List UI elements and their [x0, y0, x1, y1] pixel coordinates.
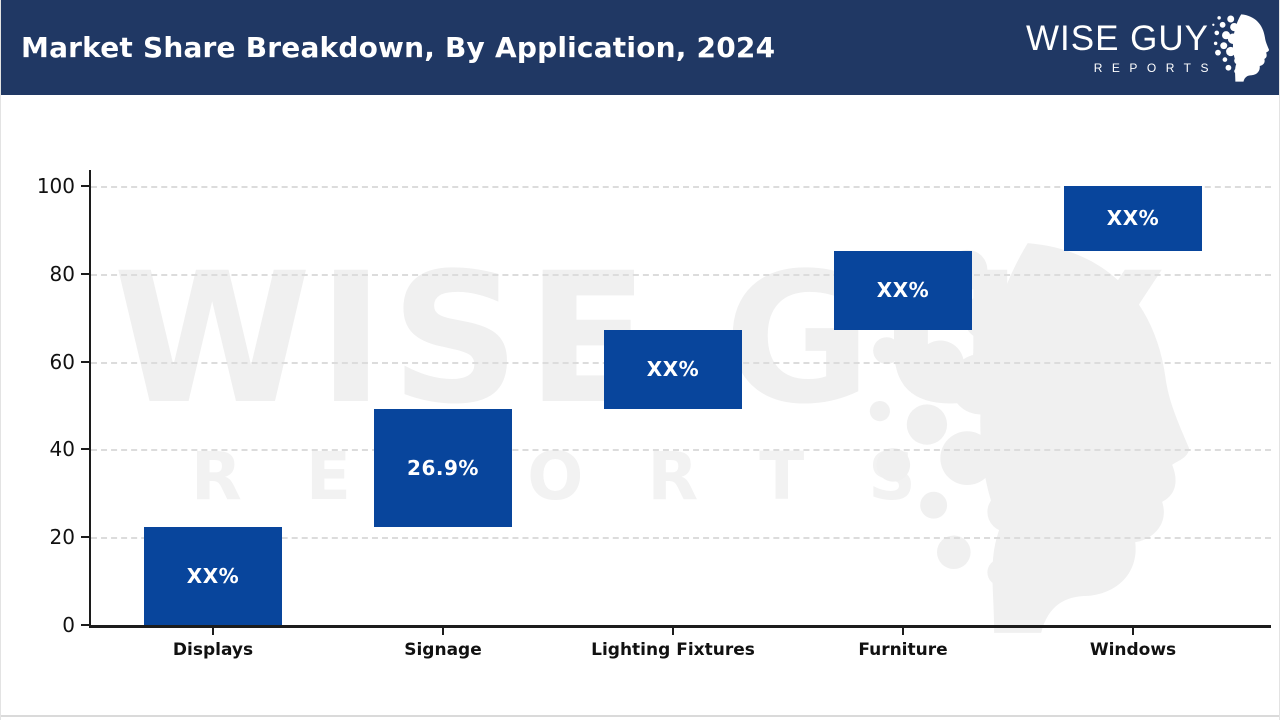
y-axis-tick-label: 100	[36, 174, 75, 198]
gridline	[91, 449, 1271, 451]
gridline	[91, 537, 1271, 539]
bar-value-label: XX%	[876, 278, 930, 302]
y-axis-tick-label: 0	[62, 613, 75, 637]
gridline	[91, 186, 1271, 188]
x-axis-tick	[902, 628, 904, 635]
x-axis-category-label: Windows	[1089, 640, 1177, 660]
x-axis-tick	[672, 628, 674, 635]
bar-value-label: XX%	[1106, 206, 1160, 231]
wise-guy-head-icon	[1211, 9, 1269, 87]
watermark-subtitle: REPORTS	[191, 438, 980, 515]
x-axis-tick	[1132, 628, 1134, 635]
wise-guy-logo: WISE GUY REPORTS	[1026, 6, 1269, 90]
y-axis-tick	[81, 185, 89, 187]
y-axis-tick	[81, 273, 89, 275]
bar-value-label: 26.9%	[407, 455, 479, 480]
y-axis-tick	[81, 448, 89, 450]
y-axis-tick	[81, 361, 89, 363]
bar-lighting-fixtures: XX%	[604, 329, 742, 409]
bar-furniture: XX%	[834, 250, 972, 330]
bar-value-label: XX%	[646, 357, 700, 382]
bar-windows: XX%	[1064, 186, 1202, 251]
page-title: Market Share Breakdown, By Application, …	[21, 31, 776, 64]
logo-subtitle: REPORTS	[1093, 61, 1218, 75]
x-axis-tick	[442, 628, 444, 635]
x-axis-category-label: Displays	[172, 640, 254, 660]
footer-divider	[1, 715, 1279, 717]
gridline	[91, 274, 1271, 276]
x-axis-category-label: Furniture	[858, 640, 948, 660]
y-axis-tick-label: 60	[49, 350, 75, 374]
y-axis-tick-label: 80	[49, 262, 75, 286]
x-axis-tick	[212, 628, 214, 635]
bar-signage: 26.9%	[374, 408, 512, 527]
logo-text: WISE GUY REPORTS	[1026, 21, 1209, 75]
y-axis-tick-label: 20	[49, 525, 75, 549]
x-axis-category-label: Lighting Fixtures	[591, 640, 755, 660]
y-axis-tick-label: 40	[49, 437, 75, 461]
logo-wordmark: WISE GUY	[1025, 19, 1209, 58]
plot-area: 0 20 40 60 80 100 XX% Displays 26.9% Signage XX% Li…	[37, 170, 1271, 660]
bar-value-label: XX%	[186, 563, 240, 588]
header: Market Share Breakdown, By Application, …	[1, 0, 1279, 95]
y-axis-tick	[81, 536, 89, 538]
y-axis-tick	[81, 624, 89, 626]
x-axis-category-label: Signage	[404, 640, 482, 660]
bar-displays: XX%	[144, 526, 282, 625]
